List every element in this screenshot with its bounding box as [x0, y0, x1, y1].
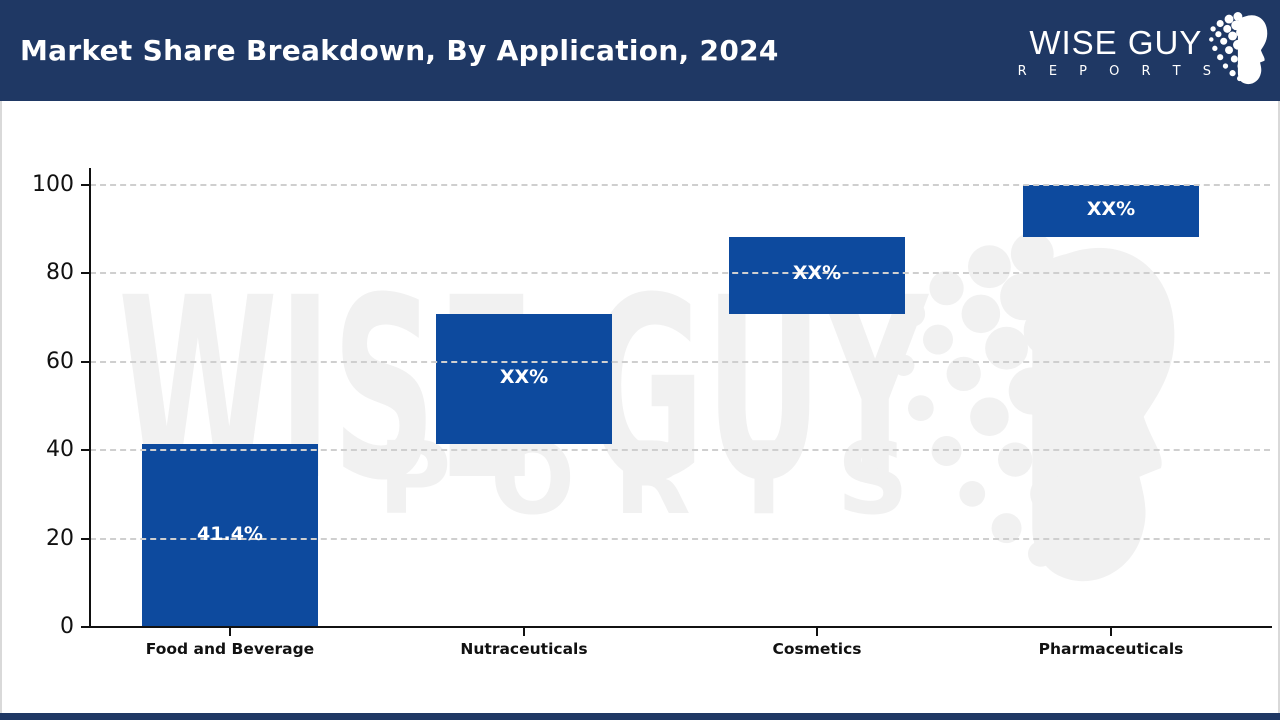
brand-logo-text: WISE GUY R E P O R T S — [1012, 24, 1220, 79]
x-tick — [523, 628, 525, 636]
gridline — [90, 537, 1270, 540]
brand-logo: WISE GUY R E P O R T S — [1012, 8, 1268, 94]
y-tick — [81, 360, 89, 363]
watermark-head-icon — [893, 232, 1175, 582]
y-tick — [81, 184, 89, 186]
brand-logo-sub: R E P O R T S — [1017, 63, 1220, 79]
bar-value-label: 41.4% — [197, 522, 263, 545]
y-tick — [81, 626, 89, 628]
y-tick — [81, 449, 89, 452]
left-border — [0, 101, 2, 713]
gridline — [90, 184, 1270, 186]
x-tick-label: Food and Beverage — [145, 640, 315, 658]
gridline — [90, 449, 1270, 452]
brand-logo-name: WISE GUY — [1029, 23, 1203, 61]
watermark-text-sub: P O R T S — [378, 420, 911, 537]
y-tick-label: 0 — [60, 614, 74, 639]
x-tick — [1110, 628, 1112, 636]
y-tick — [81, 272, 89, 275]
x-tick-label: Cosmetics — [772, 640, 862, 658]
y-tick-label: 80 — [46, 260, 74, 286]
gridline — [90, 272, 1270, 275]
y-tick — [81, 537, 89, 540]
chart-title: Market Share Breakdown, By Application, … — [20, 34, 779, 67]
bar-value-label: XX% — [499, 366, 549, 389]
bar-value-label: XX% — [792, 262, 842, 285]
x-tick-label: Nutraceuticals — [460, 640, 588, 658]
y-tick-label: 100 — [32, 172, 74, 197]
y-tick-label: 20 — [46, 525, 74, 551]
x-axis-line — [88, 626, 1272, 628]
x-tick — [229, 628, 231, 636]
bar — [436, 314, 612, 444]
header-bar: Market Share Breakdown, By Application, … — [0, 0, 1280, 101]
x-tick-label: Pharmaceuticals — [1038, 640, 1184, 658]
gridline — [90, 360, 1270, 363]
bar — [1023, 185, 1199, 237]
y-tick-label: 40 — [46, 437, 74, 463]
x-tick — [816, 628, 818, 636]
bar-value-label: XX% — [1086, 197, 1136, 220]
y-axis-line — [89, 168, 91, 628]
bar — [729, 236, 905, 315]
y-tick-label: 60 — [46, 348, 74, 374]
footer-bar — [0, 713, 1280, 720]
bar — [142, 444, 318, 627]
right-border — [1278, 101, 1280, 713]
